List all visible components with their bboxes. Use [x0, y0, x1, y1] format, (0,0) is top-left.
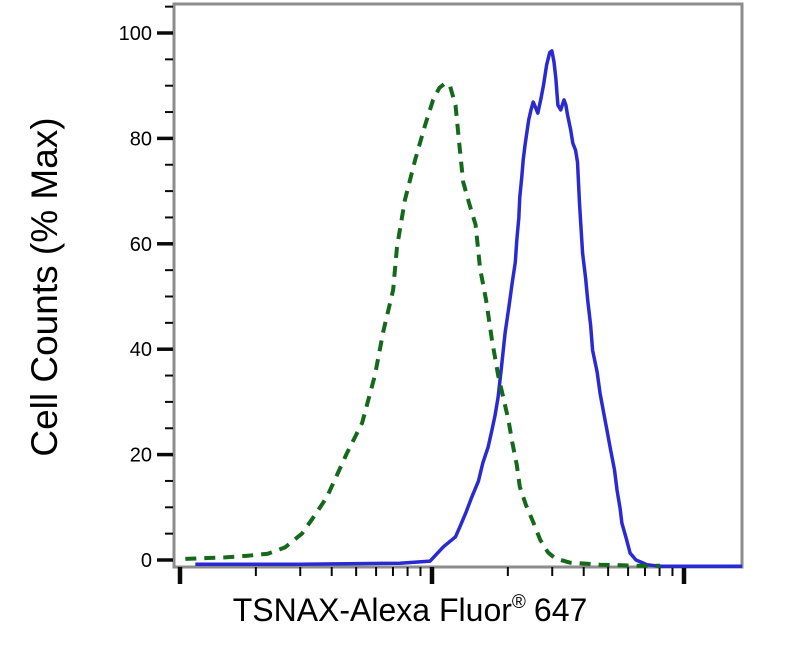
registered-trademark-icon: ® — [511, 592, 526, 613]
y-tick-label: 40 — [130, 339, 152, 361]
y-tick-label: 60 — [130, 234, 152, 256]
x-axis-title-text: TSNAX-Alexa Fluor — [232, 592, 512, 628]
y-tick-label: 20 — [130, 445, 152, 467]
y-tick-label: 0 — [141, 550, 152, 572]
y-tick-label: 100 — [119, 23, 152, 45]
blue-solid-tsnax-curve — [195, 49, 743, 569]
x-axis-title: TSNAX-Alexa Fluor® 647 — [60, 592, 760, 629]
x-axis-title-number: 647 — [533, 592, 588, 628]
green-dashed-control-curve — [185, 81, 661, 568]
y-tick-label: 80 — [130, 128, 152, 150]
plot-border — [172, 2, 744, 569]
